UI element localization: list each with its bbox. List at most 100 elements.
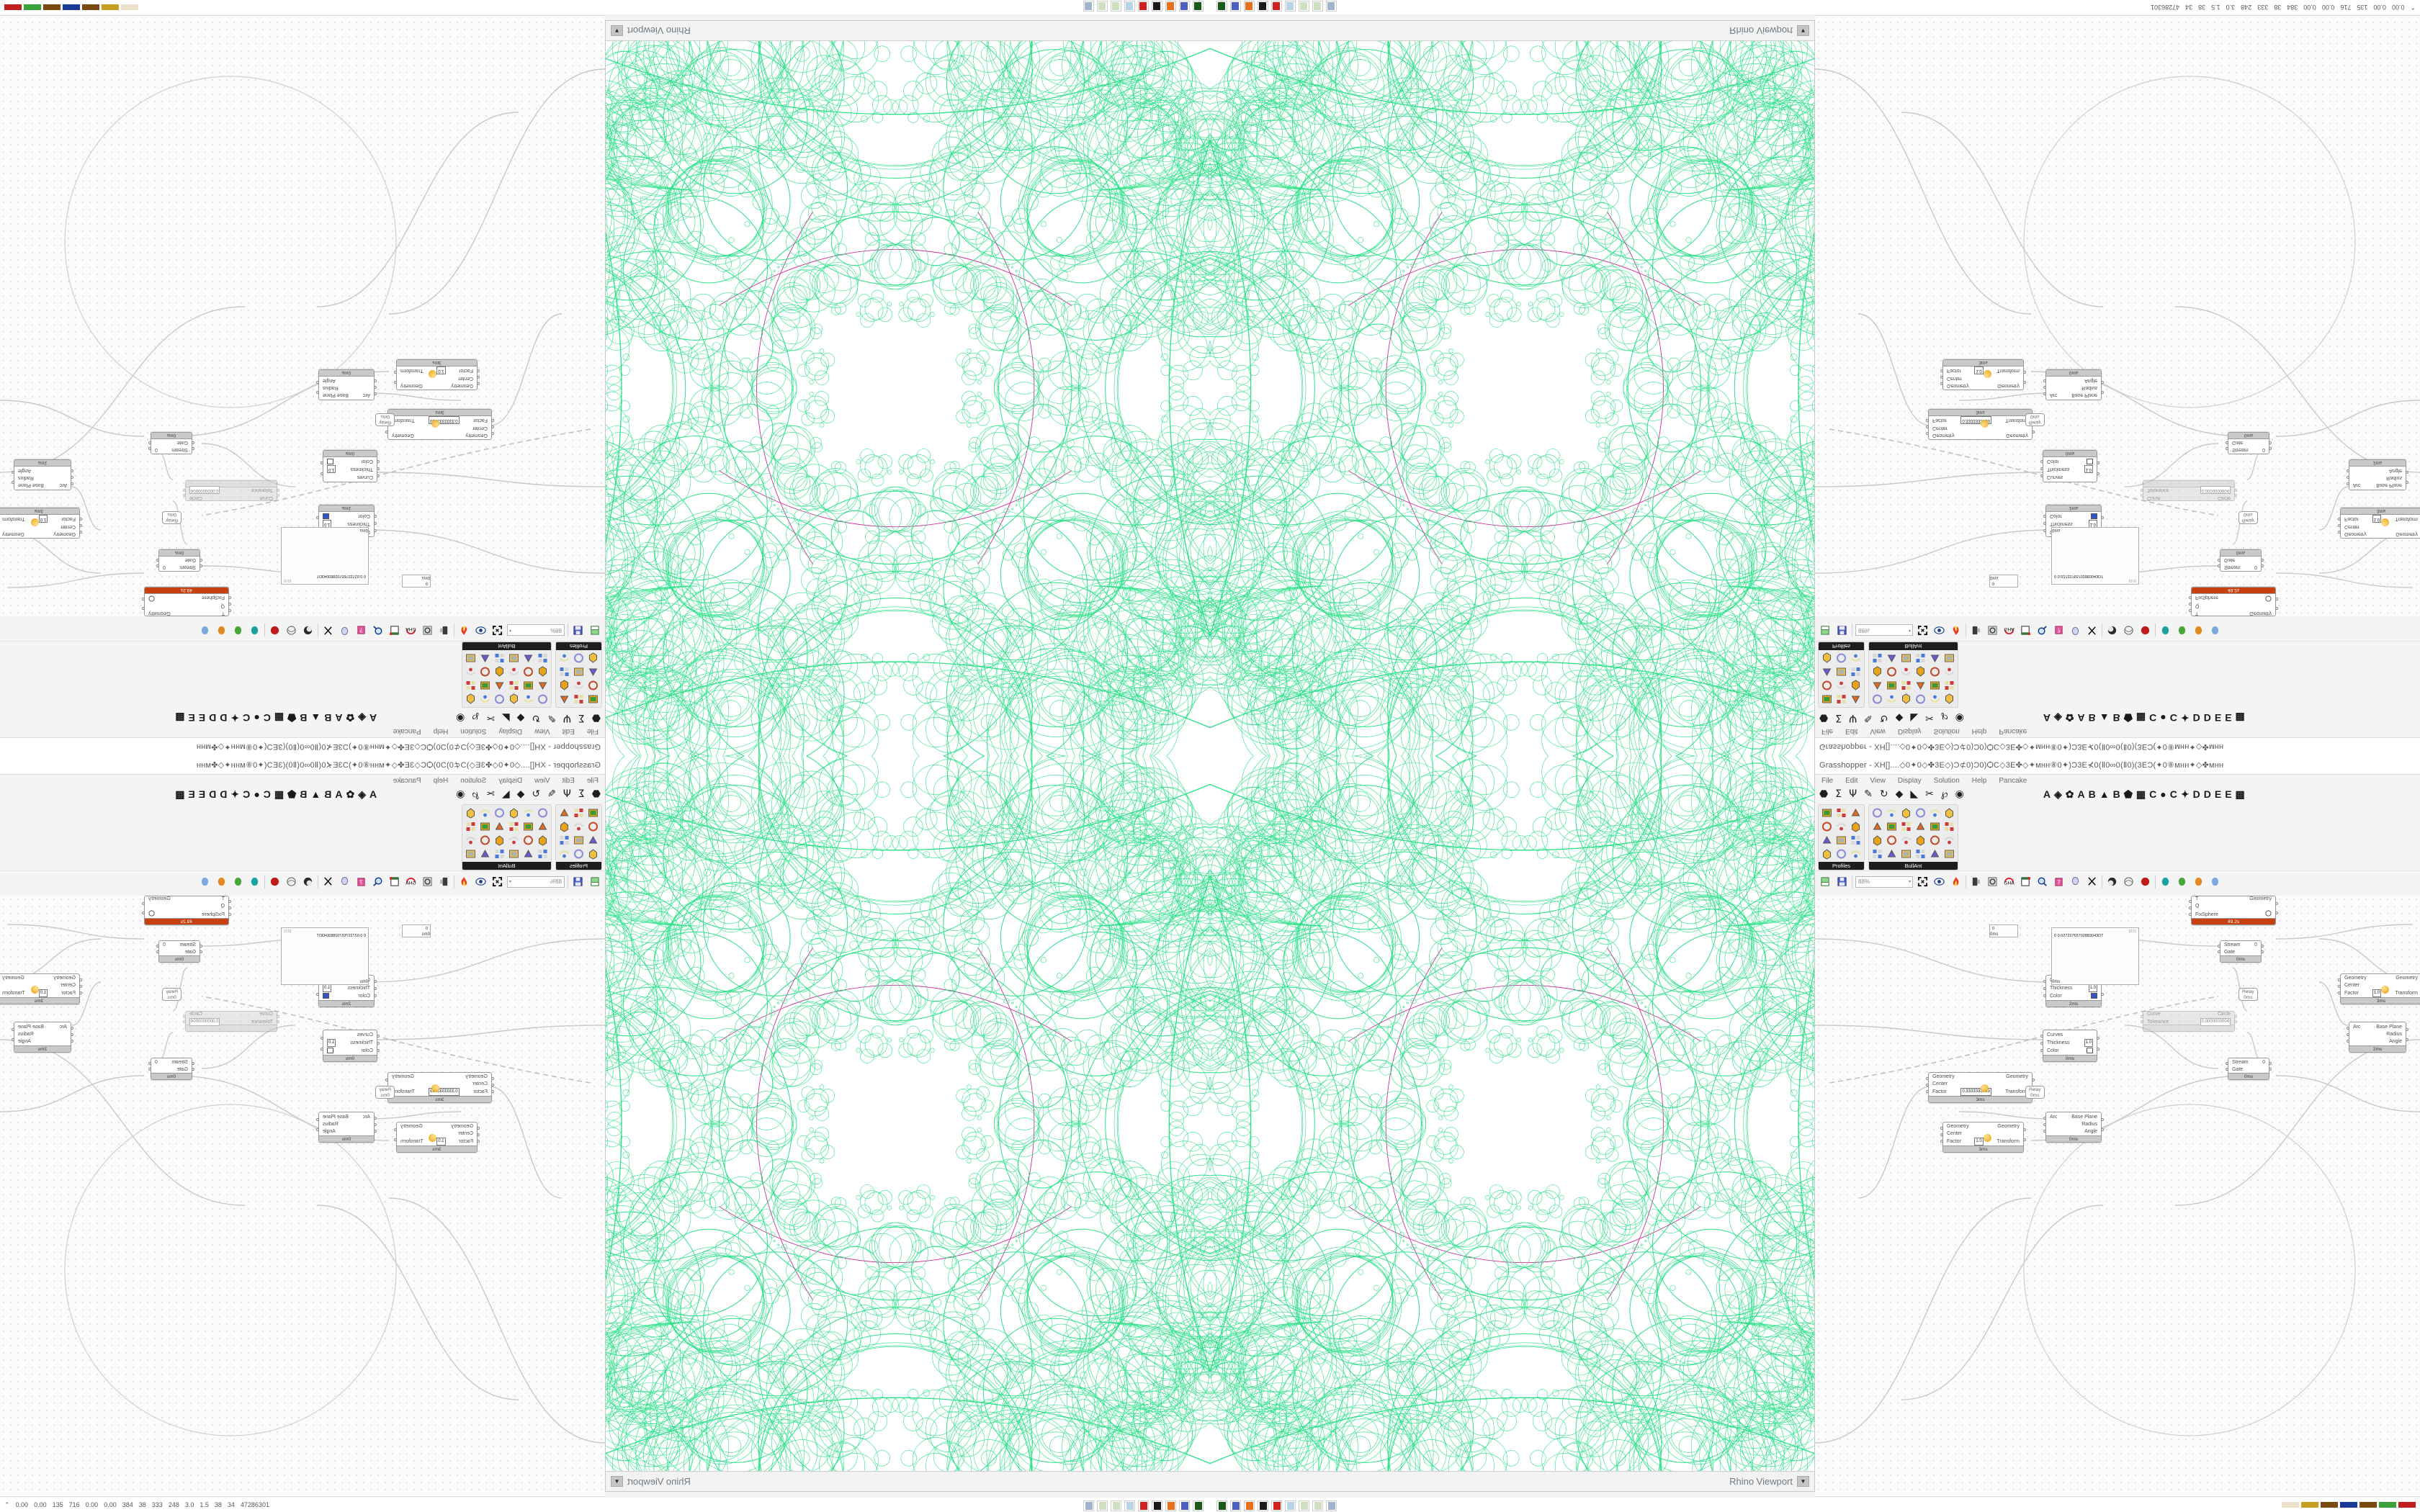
node-ports[interactable] — [316, 1115, 319, 1135]
menu-item-help[interactable]: Help — [1971, 727, 1987, 736]
port[interactable] — [2406, 1038, 2408, 1041]
scissors-icon[interactable] — [2085, 876, 2099, 888]
ribbon-tab-2[interactable]: ✿ — [2065, 788, 2074, 800]
port[interactable] — [321, 462, 323, 465]
ribbon-component-icon[interactable] — [536, 679, 550, 692]
param-value-field[interactable]: 0.3333333333 — [1960, 1087, 1991, 1096]
ribbon-tab-3[interactable]: A — [335, 788, 343, 800]
port[interactable] — [1926, 1090, 1929, 1094]
port[interactable] — [316, 381, 319, 384]
port[interactable] — [2023, 1128, 2026, 1131]
ribbon-tab-glyph-6[interactable]: ◣ — [1910, 788, 1919, 800]
port[interactable] — [2338, 991, 2341, 995]
ribbon-component-icon[interactable] — [1885, 665, 1899, 678]
ribbon-component-icon[interactable] — [586, 693, 600, 706]
port[interactable] — [394, 1128, 397, 1131]
search-icon[interactable] — [371, 876, 385, 888]
node-ports[interactable] — [2226, 440, 2228, 451]
gh-component[interactable]: Stream 0 Gate 0ms — [148, 432, 194, 454]
ribbon-tab-0[interactable]: A — [2043, 788, 2051, 800]
port[interactable] — [2338, 978, 2341, 981]
gh-component[interactable]: Stream 0 Gate 0ms — [148, 1058, 194, 1080]
port[interactable] — [491, 432, 494, 436]
port[interactable] — [79, 978, 82, 981]
ribbon-tab-4[interactable]: B — [324, 712, 332, 724]
scissors-icon[interactable] — [321, 624, 335, 637]
zoom-level-combobox[interactable]: 88% ▾ — [507, 624, 565, 636]
ribbon-tab-glyph-4[interactable]: ↻ — [1879, 788, 1888, 800]
port[interactable] — [2406, 471, 2408, 474]
zoom-extents-icon[interactable] — [1916, 876, 1930, 888]
node-ports[interactable] — [156, 557, 159, 569]
ribbon-tab-8[interactable]: ▦ — [274, 712, 284, 724]
param-value-field[interactable]: 1.0 — [1974, 366, 1984, 375]
ribbon-component-icon[interactable] — [521, 679, 535, 692]
param-value-field[interactable]: 0.0000000004 — [2200, 1017, 2231, 1026]
zoom-level-combobox[interactable]: 88% ▾ — [1855, 876, 1913, 888]
param-value-field[interactable]: 1.0 — [1974, 1137, 1984, 1146]
menu-item-view[interactable]: View — [1870, 776, 1886, 785]
ribbon-tab-glyph-7[interactable]: ✂ — [1925, 788, 1934, 800]
gh-component[interactable]: Stream 0 Gate 0ms — [156, 549, 202, 572]
port[interactable] — [228, 603, 231, 606]
help-icon[interactable]: ? — [2052, 876, 2066, 888]
ribbon-component-icon[interactable] — [507, 834, 521, 847]
ribbon-component-icon[interactable] — [1834, 847, 1848, 860]
menu-item-solution[interactable]: Solution — [1933, 727, 1960, 736]
node-ports[interactable] — [491, 1075, 494, 1095]
node-ports[interactable] — [277, 488, 279, 498]
ribbon-component-icon[interactable] — [1849, 806, 1863, 819]
port[interactable] — [374, 987, 377, 990]
node-ports[interactable] — [2234, 1014, 2237, 1024]
preview-wireframe-icon[interactable] — [2122, 876, 2136, 888]
ribbon-component-icon[interactable] — [493, 652, 506, 665]
ribbon-tab-10[interactable]: ● — [254, 788, 260, 800]
param-value-field[interactable]: 1.0 — [2372, 515, 2382, 523]
color-swatch[interactable] — [2087, 459, 2093, 464]
ribbon-tab-3[interactable]: A — [2077, 712, 2085, 724]
port[interactable] — [1940, 1126, 1943, 1130]
grasshopper-menu-bar[interactable]: File Edit View Display Solution Help Pancake — [1815, 775, 2420, 786]
ribbon-tab-13[interactable]: D — [220, 712, 228, 724]
viewport-maximize-button[interactable]: ▼ — [611, 1476, 623, 1487]
ribbon-panel-profiles[interactable]: Profiles — [1818, 642, 1865, 708]
port[interactable] — [2101, 381, 2104, 384]
preview-off-icon[interactable] — [2138, 624, 2152, 637]
gh-panel[interactable]: {0;0} 0 0.02722765702883043D7 0ms — [281, 527, 369, 585]
port[interactable] — [2218, 564, 2220, 567]
port[interactable] — [148, 447, 151, 450]
port[interactable] — [277, 1020, 279, 1023]
port[interactable] — [2234, 1020, 2237, 1023]
ribbon-component-icon[interactable] — [1849, 834, 1863, 847]
taskbar-firefox-icon[interactable] — [1244, 1, 1255, 12]
port[interactable] — [2338, 524, 2341, 528]
ribbon-component-icon[interactable] — [478, 693, 492, 706]
node-ports[interactable] — [183, 1014, 186, 1024]
ribbon-component-icon[interactable] — [1914, 665, 1927, 678]
node-ports[interactable] — [2338, 976, 2341, 996]
help-icon[interactable]: ? — [354, 624, 368, 637]
port[interactable] — [12, 471, 14, 474]
ribbon-tab-14[interactable]: D — [209, 712, 217, 724]
gh-component[interactable]: Arc Base Plane Radius Angle 2ms — [2347, 1022, 2408, 1053]
grasshopper-toolbar[interactable]: 88% ▾ GHA ? — [1815, 870, 2420, 892]
menu-item-display[interactable]: Display — [498, 727, 523, 736]
node-ports[interactable] — [2226, 1061, 2228, 1072]
preview-wireframe-icon[interactable] — [284, 624, 298, 637]
port[interactable] — [156, 945, 159, 948]
port[interactable] — [374, 522, 377, 525]
node-ports[interactable] — [79, 516, 82, 536]
bake-blue-icon[interactable] — [2208, 624, 2222, 637]
ribbon-component-icon[interactable] — [536, 834, 550, 847]
menu-item-help[interactable]: Help — [433, 776, 449, 785]
taskbar-notepad-icon[interactable] — [1097, 1, 1108, 12]
node-ports[interactable] — [2406, 467, 2408, 487]
gh-component[interactable]: Stream 0 Gate 0ms — [2226, 432, 2272, 454]
gh-panel[interactable]: {0;0} 0 0.02722765702883043D7 0ms — [2051, 527, 2139, 585]
ribbon-tab-glyph-9[interactable]: ◉ — [456, 712, 465, 724]
ribbon-component-icon[interactable] — [1870, 834, 1884, 847]
gh-relay[interactable]: Relay 0ms — [162, 988, 182, 1001]
port[interactable] — [2097, 1047, 2099, 1050]
viewport-tab-bar[interactable]: Rhino Viewport ▼ — [605, 1471, 1210, 1491]
port[interactable] — [2043, 529, 2046, 532]
